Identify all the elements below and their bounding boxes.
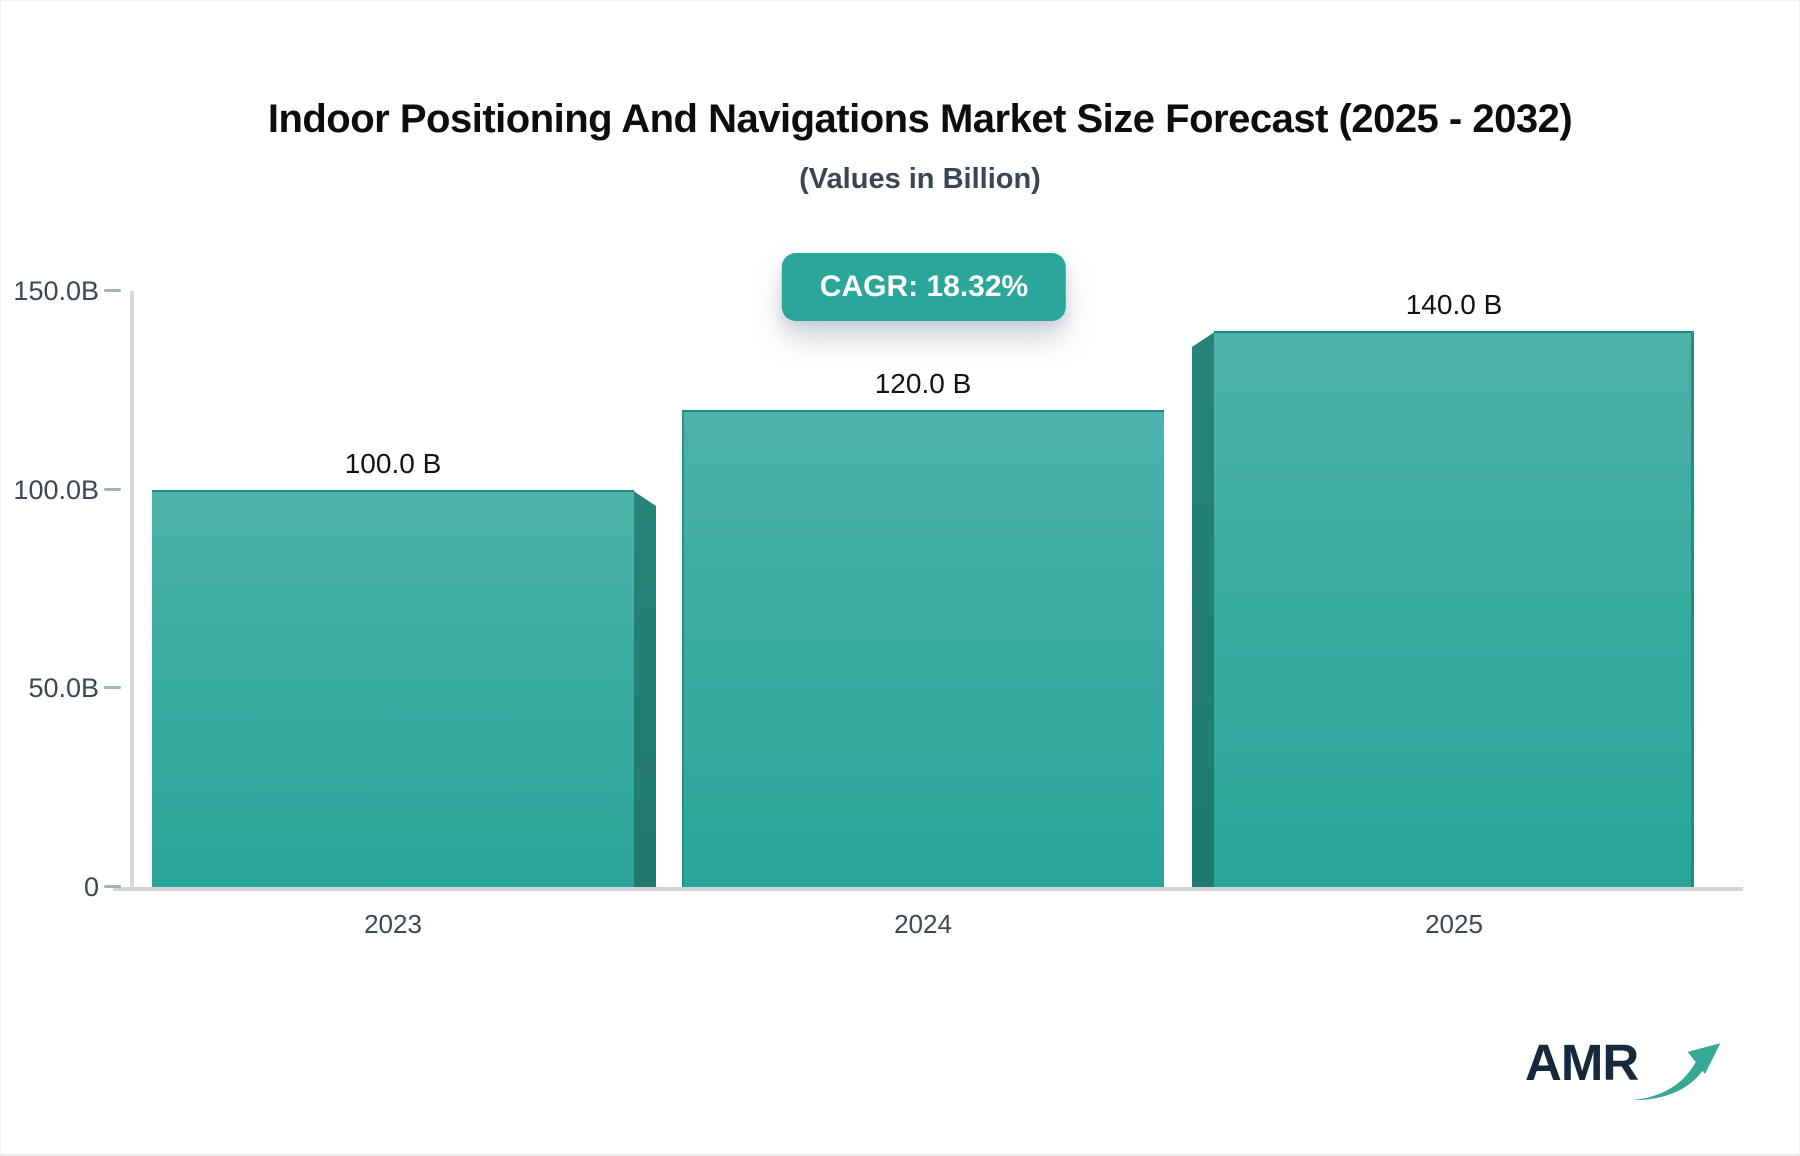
x-axis-label-2023: 2023	[364, 909, 422, 939]
x-axis-label-2025: 2025	[1425, 909, 1483, 939]
bar-2023	[152, 490, 634, 887]
bar-2025	[1214, 331, 1694, 887]
bar-side-face-2023	[632, 490, 656, 887]
y-axis-tick-0	[104, 885, 121, 888]
cagr-badge: CAGR: 18.32%	[781, 253, 1067, 321]
amr-logo: AMR	[1525, 1035, 1728, 1109]
bar-value-label-2025: 140.0 B	[1405, 289, 1503, 320]
y-axis-tick-150	[104, 289, 121, 292]
chart-subtitle: (Values in Billion)	[799, 163, 1041, 195]
bar-2024	[682, 410, 1164, 887]
y-axis-line	[130, 291, 134, 887]
bar-value-label-2023: 100.0 B	[344, 448, 442, 479]
bar-value-label-2024: 120.0 B	[874, 368, 972, 399]
y-axis-label-0: 0	[83, 872, 99, 902]
amr-logo-text: AMR	[1525, 1034, 1639, 1091]
y-axis-label-50: 50.0B	[28, 673, 99, 703]
chart-title: Indoor Positioning And Navigations Marke…	[267, 97, 1573, 141]
x-axis-label-2024: 2024	[894, 909, 952, 939]
x-axis-line	[113, 887, 1743, 891]
growth-arrow-icon	[1633, 1043, 1721, 1100]
y-axis-tick-50	[104, 686, 121, 689]
y-axis-label-100: 100.0B	[13, 475, 99, 505]
y-axis-tick-100	[104, 488, 121, 491]
bar-side-face-2025	[1192, 331, 1216, 887]
y-axis-label-150: 150.0B	[13, 276, 99, 306]
